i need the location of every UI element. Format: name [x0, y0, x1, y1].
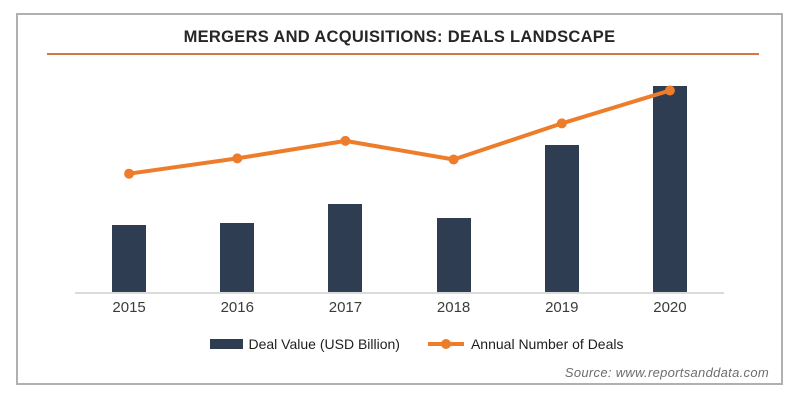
chart-frame: MERGERS AND ACQUISITIONS: DEALS LANDSCAP…	[16, 13, 783, 385]
line-marker-2019	[556, 118, 567, 129]
bar-2017	[328, 204, 363, 292]
bar-2020	[652, 86, 687, 292]
annual-deals-line-path	[127, 88, 672, 176]
legend-label-annual-deals: Annual Number of Deals	[470, 336, 624, 352]
x-axis-label-2019: 2019	[545, 299, 579, 316]
bar-2019	[544, 145, 579, 292]
bar-2015	[112, 225, 147, 292]
line-marker-2016	[232, 153, 243, 164]
bar-2016	[220, 223, 255, 292]
legend-item-deal-value: Deal Value (USD Billion)	[209, 336, 400, 352]
x-axis-label-2020: 2020	[653, 299, 687, 316]
bar-2018	[436, 217, 471, 292]
line-series-swatch-icon	[427, 339, 464, 349]
legend-label-deal-value: Deal Value (USD Billion)	[248, 336, 400, 352]
bar-series-swatch-icon	[209, 339, 243, 349]
x-axis-labels: 2015 2016 2017 2018 2019 2020	[75, 299, 724, 316]
legend-item-annual-deals: Annual Number of Deals	[427, 336, 624, 352]
line-marker-2017	[340, 135, 351, 146]
plot-area	[75, 72, 724, 294]
line-marker-2015	[124, 168, 135, 179]
chart-title: MERGERS AND ACQUISITIONS: DEALS LANDSCAP…	[183, 28, 616, 46]
x-axis-label-2016: 2016	[220, 299, 254, 316]
x-axis-label-2018: 2018	[436, 299, 471, 316]
x-axis-label-2015: 2015	[112, 299, 146, 316]
line-series-annual-number-of-deals	[124, 85, 675, 179]
x-axis-label-2017: 2017	[328, 299, 363, 316]
line-marker-2020	[664, 85, 675, 96]
line-marker-2018	[448, 154, 459, 165]
title-underline-rule	[47, 53, 759, 55]
chart-legend: Deal Value (USD Billion) Annual Number o…	[35, 336, 798, 352]
source-attribution: Source: www.reportsanddata.com	[564, 365, 769, 380]
